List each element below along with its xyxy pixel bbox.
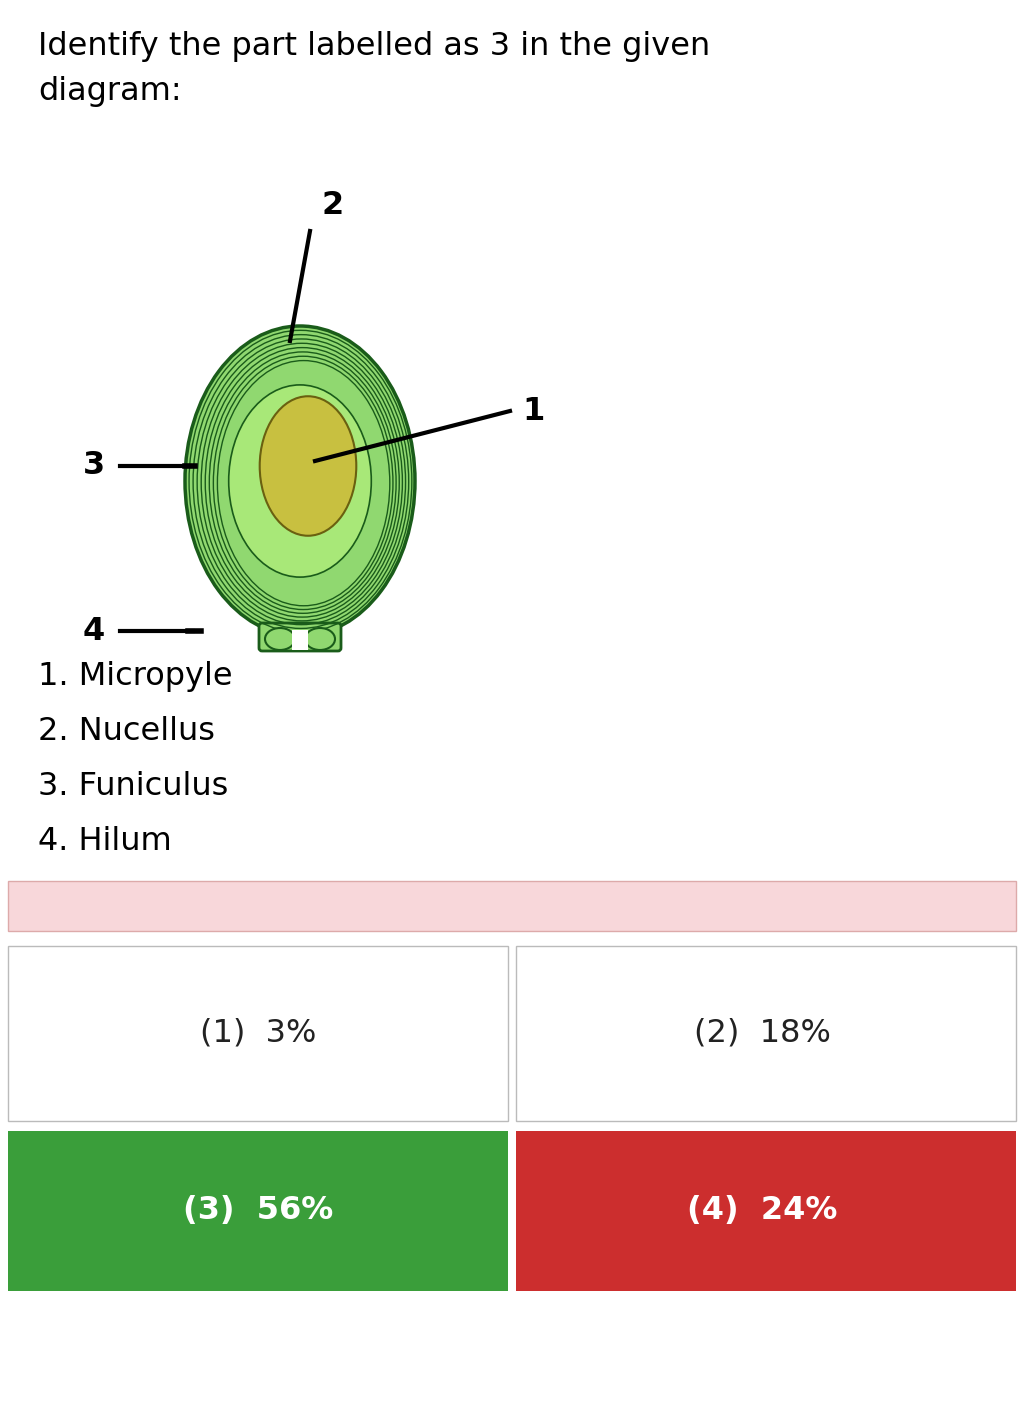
- Text: 2: 2: [322, 190, 344, 222]
- Text: 1: 1: [522, 395, 545, 426]
- Text: 1. Micropyle: 1. Micropyle: [38, 661, 232, 692]
- Ellipse shape: [305, 628, 335, 649]
- Text: (2)  18%: (2) 18%: [693, 1017, 830, 1049]
- Bar: [516, 1131, 1016, 1292]
- Ellipse shape: [185, 325, 415, 637]
- Text: Identify the part labelled as 3 in the given: Identify the part labelled as 3 in the g…: [38, 31, 711, 63]
- Text: 4: 4: [83, 615, 105, 647]
- FancyBboxPatch shape: [259, 622, 341, 651]
- Text: diagram:: diagram:: [38, 75, 181, 107]
- Bar: [516, 946, 1016, 1121]
- Bar: [8, 881, 1016, 931]
- Text: (1)  3%: (1) 3%: [200, 1017, 316, 1049]
- Text: 2. Nucellus: 2. Nucellus: [38, 716, 215, 747]
- Ellipse shape: [260, 396, 356, 536]
- FancyBboxPatch shape: [292, 630, 308, 649]
- Ellipse shape: [228, 385, 372, 577]
- Ellipse shape: [265, 628, 295, 649]
- Text: (3)  56%: (3) 56%: [183, 1195, 333, 1226]
- Text: 3: 3: [83, 450, 105, 482]
- Text: 4. Hilum: 4. Hilum: [38, 826, 172, 857]
- Bar: [8, 946, 508, 1121]
- Text: 3. Funiculus: 3. Funiculus: [38, 772, 228, 801]
- Bar: [8, 1131, 508, 1292]
- Text: (4)  24%: (4) 24%: [687, 1195, 838, 1226]
